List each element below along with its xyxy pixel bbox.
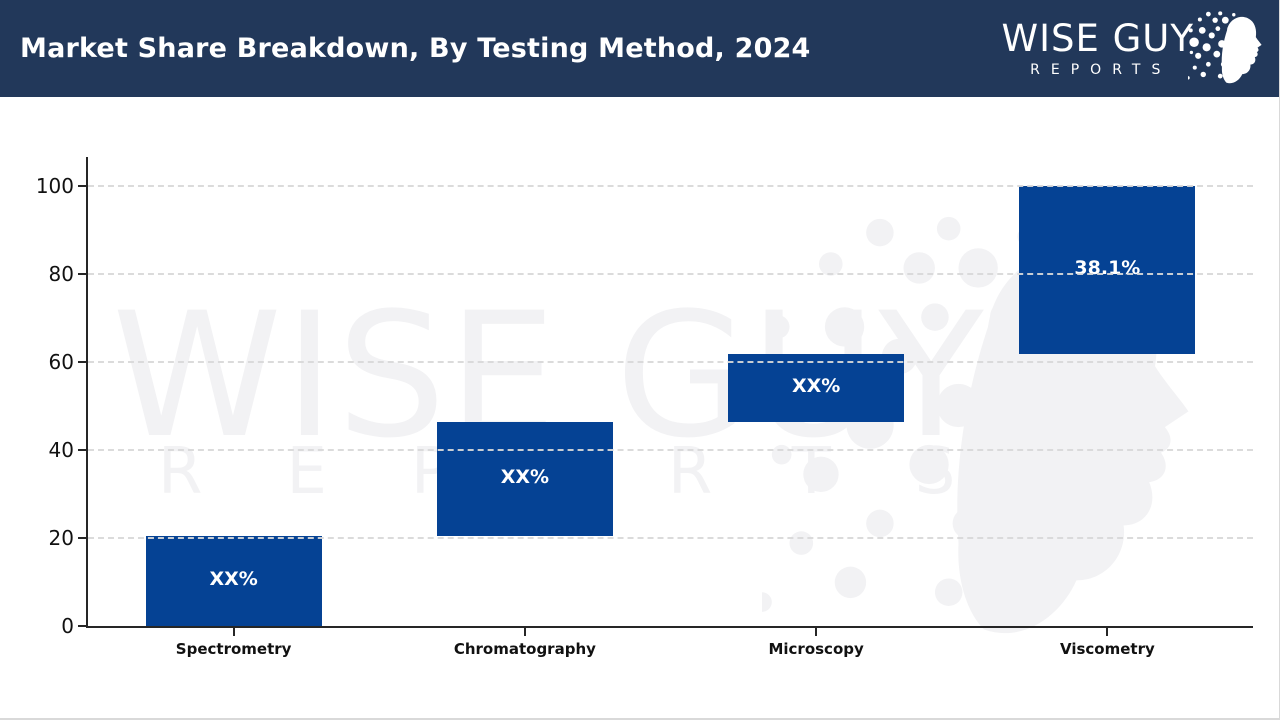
brand-subname: REPORTS xyxy=(1030,61,1172,78)
x-axis-tick xyxy=(1106,628,1109,636)
x-axis-tick xyxy=(815,628,818,636)
header: Market Share Breakdown, By Testing Metho… xyxy=(0,0,1279,97)
y-tick-label-80: 80 xyxy=(48,262,74,286)
x-tick-label-chromatography: Chromatography xyxy=(453,640,596,658)
gridline-60 xyxy=(88,361,1253,363)
bar-chromatography xyxy=(436,421,613,536)
x-axis-tick xyxy=(232,628,235,636)
y-tick-label-0: 0 xyxy=(61,614,74,638)
bar-spectrometry xyxy=(145,535,322,626)
gridline-20 xyxy=(88,537,1253,539)
chart-title: Market Share Breakdown, By Testing Metho… xyxy=(20,33,811,64)
x-axis-tick xyxy=(523,628,526,636)
brand-logo-text: WISE GUY REPORTS xyxy=(1002,20,1194,78)
brand-name: WISE GUY xyxy=(1001,16,1194,60)
bar-viscometry xyxy=(1019,186,1196,354)
y-axis-tick xyxy=(78,273,86,275)
brand-logo: WISE GUY REPORTS xyxy=(1002,8,1266,90)
y-axis-tick xyxy=(78,625,86,627)
y-axis-line xyxy=(86,157,88,628)
bottom-border xyxy=(0,718,1279,720)
y-tick-label-40: 40 xyxy=(48,438,74,462)
bar-value-label: XX% xyxy=(500,465,550,488)
y-axis-tick xyxy=(78,449,86,451)
bar-value-label: XX% xyxy=(791,374,841,397)
y-tick-label-100: 100 xyxy=(35,174,74,198)
y-axis-tick xyxy=(78,537,86,539)
bar-value-label: 38.1% xyxy=(1074,256,1141,279)
y-tick-label-60: 60 xyxy=(48,350,74,374)
gridline-80 xyxy=(88,273,1253,275)
x-tick-label-viscometry: Viscometry xyxy=(1059,640,1155,658)
gridline-40 xyxy=(88,449,1253,451)
bar-value-label: XX% xyxy=(209,567,258,590)
waterfall-chart: WISE GUY REPORTS XX%SpectrometryXX%Chrom… xyxy=(0,97,1279,718)
gridline-100 xyxy=(88,185,1253,187)
y-axis-tick xyxy=(78,185,86,187)
bar-microscopy xyxy=(728,353,905,422)
y-axis-tick xyxy=(78,361,86,363)
x-tick-label-spectrometry: Spectrometry xyxy=(175,640,292,658)
dotted-head-logo-icon xyxy=(1188,10,1262,83)
y-tick-label-20: 20 xyxy=(48,526,74,550)
x-tick-label-microscopy: Microscopy xyxy=(768,640,864,658)
x-axis-line xyxy=(86,626,1253,628)
